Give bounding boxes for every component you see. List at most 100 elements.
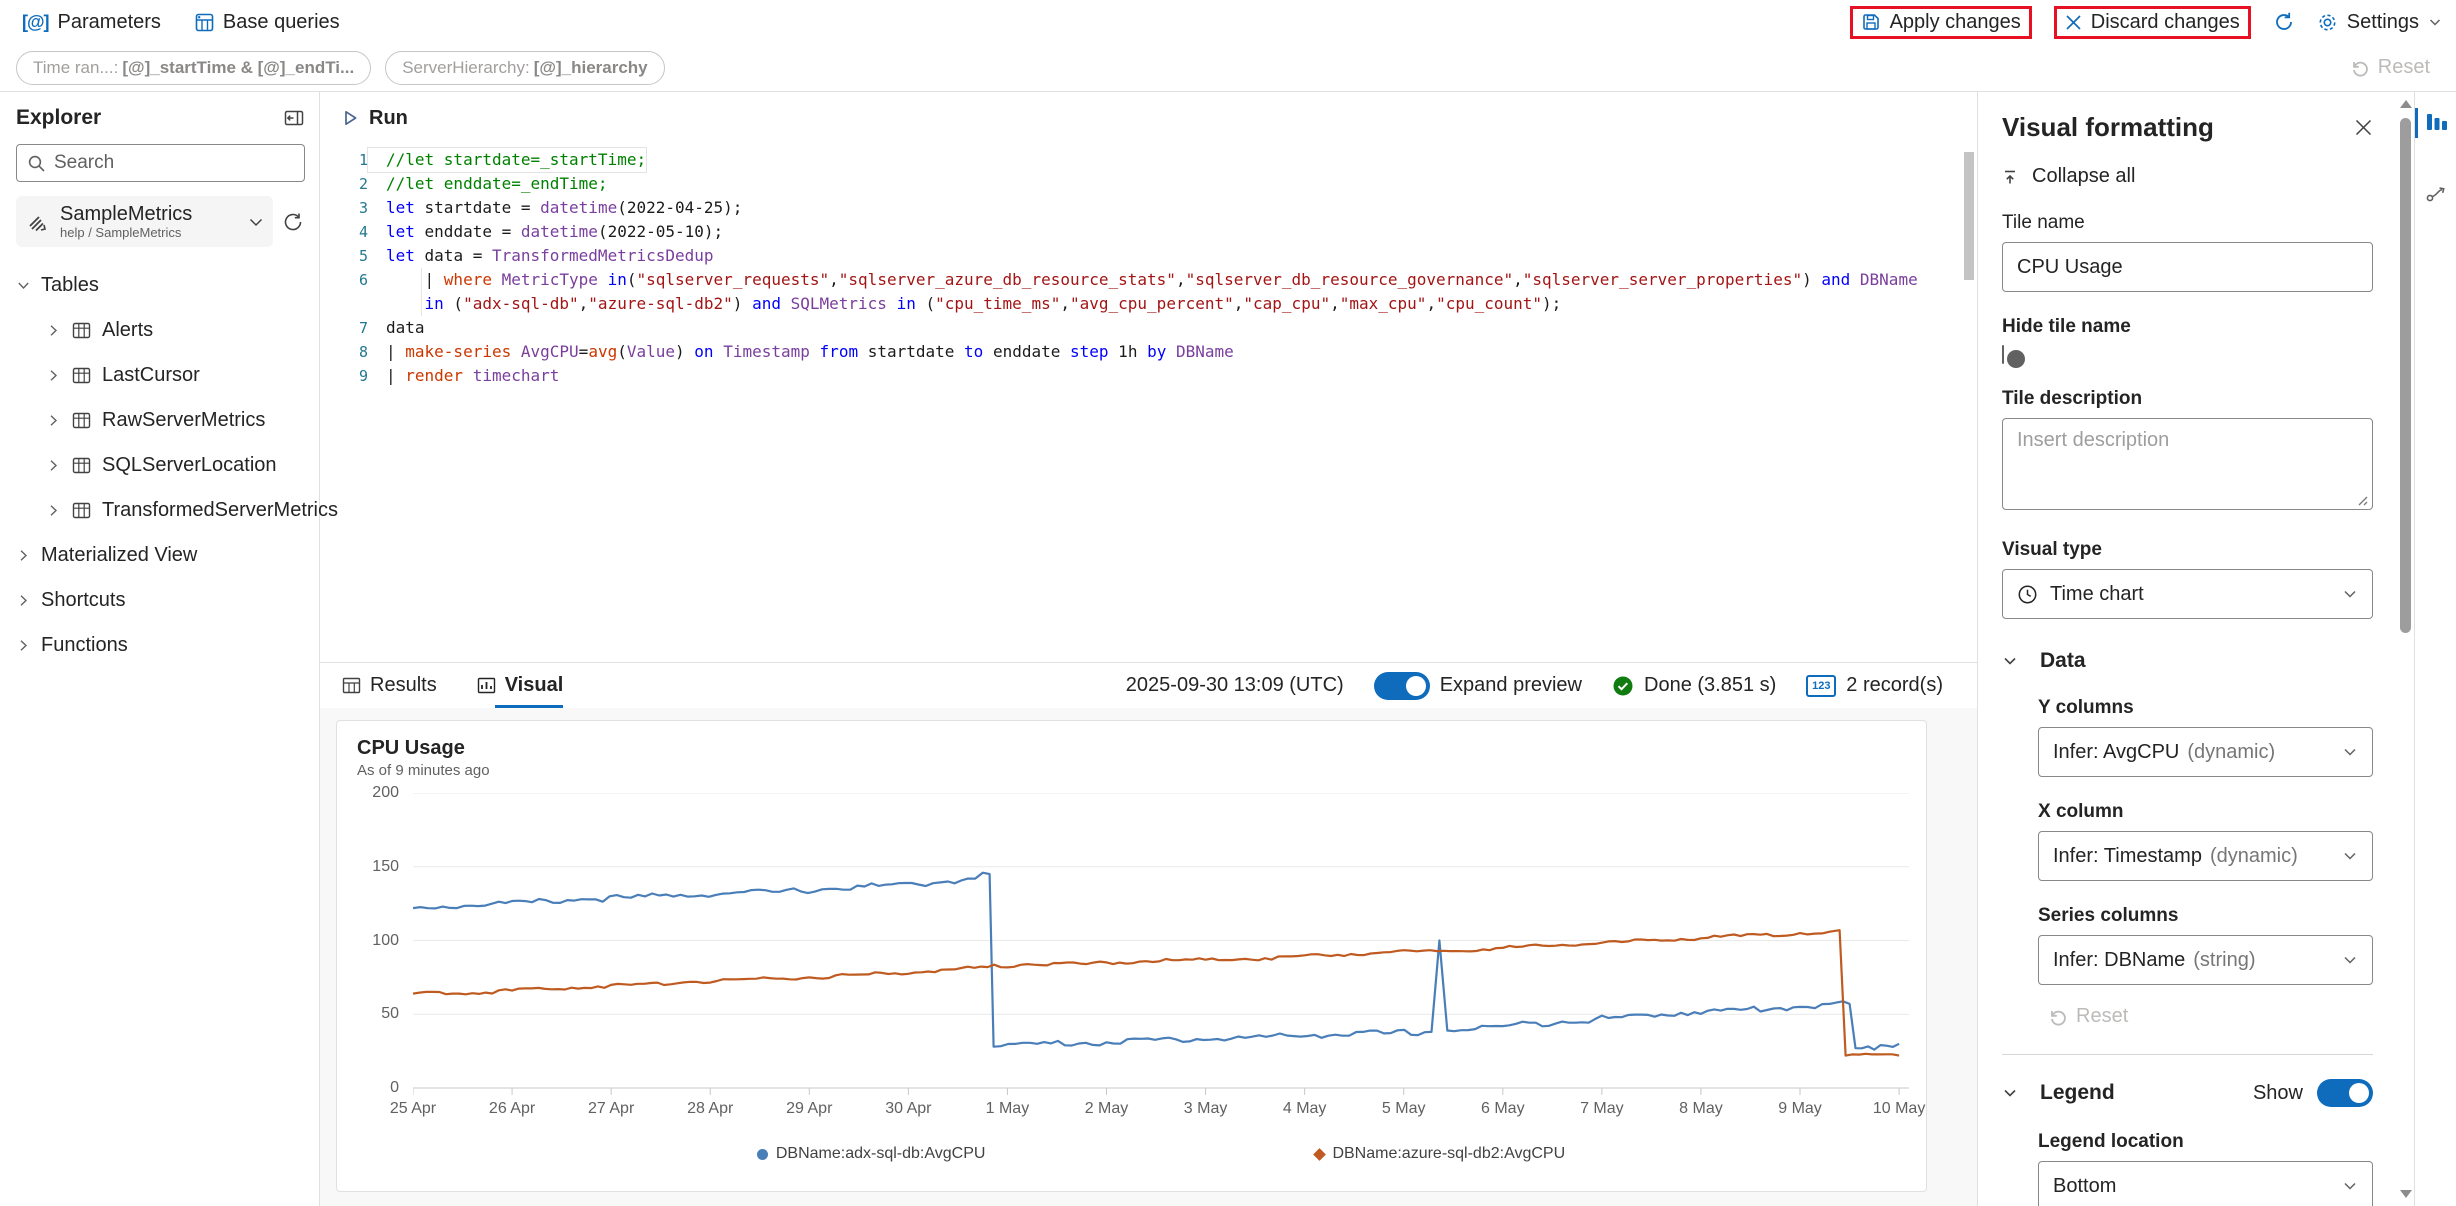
code-line[interactable]: 3 let startdate = datetime(2022-04-25);	[320, 196, 1977, 220]
chevron-right-icon[interactable]	[46, 368, 61, 383]
tree-item-alerts[interactable]: Alerts	[16, 308, 305, 353]
show-legend-toggle[interactable]	[2317, 1079, 2373, 1107]
legend-item[interactable]: DBName:adx-sql-db:AvgCPU	[756, 1145, 985, 1163]
code-line[interactable]: in ("adx-sql-db","azure-sql-db2") and SQ…	[320, 292, 1977, 316]
run-button[interactable]: Run	[340, 107, 408, 130]
results-bar: Results Visual 2025-09-30 13:09 (UTC) Ex…	[320, 662, 1977, 708]
scrollbar-thumb[interactable]	[2400, 118, 2411, 633]
tree-item-rawservermetrics[interactable]: RawServerMetrics	[16, 398, 305, 443]
series-columns-dropdown[interactable]: Infer: DBName (string)	[2038, 935, 2373, 985]
collapse-all-button[interactable]: Collapse all	[2002, 165, 2373, 188]
legend-item[interactable]: DBName:azure-sql-db2:AvgCPU	[1313, 1145, 1566, 1163]
tree-item-materialized-view[interactable]: Materialized View	[16, 533, 305, 578]
code-line[interactable]: 8 | make-series AvgCPU=avg(Value) on Time…	[320, 340, 1977, 364]
legend-section-label: Legend	[2040, 1081, 2115, 1104]
parameters-icon: [@]	[22, 11, 50, 32]
line-number: 5	[358, 247, 368, 265]
tab-results-label: Results	[370, 674, 437, 696]
apply-changes-label: Apply changes	[1889, 10, 2021, 33]
chevron-right-icon[interactable]	[46, 413, 61, 428]
right-rail	[2414, 92, 2456, 1206]
tree-item-label: TransformedServerMetrics	[102, 499, 338, 521]
scroll-down-arrow[interactable]	[2400, 1190, 2412, 1198]
interactions-rail-icon[interactable]	[2424, 180, 2450, 206]
panel-scrollbar[interactable]	[2397, 92, 2414, 1206]
reset-parameters-button[interactable]: Reset	[2350, 56, 2430, 79]
apply-changes-button[interactable]: Apply changes	[1861, 11, 2021, 34]
tree-item-lastcursor[interactable]: LastCursor	[16, 353, 305, 398]
tile-description-input[interactable]	[2002, 418, 2373, 510]
editor-scrollbar[interactable]	[1964, 152, 1974, 280]
reset-data-button[interactable]: Reset	[2048, 1005, 2373, 1028]
chevron-right-icon[interactable]	[46, 323, 61, 338]
tree-item-shortcuts[interactable]: Shortcuts	[16, 578, 305, 623]
data-section-header[interactable]: Data	[2002, 649, 2373, 673]
explorer-panel: Explorer SampleMetrics hel	[0, 92, 338, 1206]
chevron-right-icon[interactable]	[16, 638, 31, 653]
x-column-dropdown[interactable]: Infer: Timestamp (dynamic)	[2038, 831, 2373, 881]
x-axis-label: 9 May	[1778, 1100, 1822, 1117]
parameters-button[interactable]: [@] Parameters	[22, 11, 161, 34]
discard-changes-button[interactable]: Discard changes	[2065, 11, 2240, 34]
explorer-title: Explorer	[16, 106, 102, 129]
x-axis-label: 6 May	[1481, 1100, 1525, 1117]
code-line[interactable]: 5 let data = TransformedMetricsDedup	[320, 244, 1977, 268]
tree-item-label: LastCursor	[102, 364, 200, 386]
y-columns-dropdown[interactable]: Infer: AvgCPU (dynamic)	[2038, 727, 2373, 777]
x-axis-labels: 25 Apr 26 Apr 27 Apr 28 Apr 29 Apr 30 Apr 1 Ma…	[390, 1100, 1925, 1124]
tree-item-sqlserverlocation[interactable]: SQLServerLocation	[16, 443, 305, 488]
discard-changes-highlight: Discard changes	[2053, 5, 2251, 39]
tree-item-functions[interactable]: Functions	[16, 623, 305, 668]
close-panel-icon[interactable]	[2354, 118, 2373, 137]
search-input[interactable]	[54, 152, 294, 174]
code-line[interactable]: 4 let enddate = datetime(2022-05-10);	[320, 220, 1977, 244]
refresh-button[interactable]	[2273, 11, 2295, 33]
tree-item-tables[interactable]: Tables	[16, 263, 305, 308]
visual-type-dropdown[interactable]: Time chart	[2002, 569, 2373, 619]
run-label: Run	[369, 106, 408, 129]
database-selector[interactable]: SampleMetrics help / SampleMetrics	[16, 196, 273, 247]
collapse-panel-icon[interactable]	[283, 107, 305, 129]
hide-tile-name-toggle[interactable]	[2002, 345, 2025, 368]
table-icon	[71, 455, 92, 476]
tile-name-input[interactable]	[2002, 242, 2373, 292]
legend-label: DBName:azure-sql-db2:AvgCPU	[1332, 1145, 1566, 1162]
chevron-down-icon[interactable]	[16, 278, 31, 293]
tab-visual[interactable]: Visual	[477, 663, 564, 708]
parameter-pill-1[interactable]: ServerHierarchy: [@]_hierarchy	[385, 50, 665, 85]
legend-location-dropdown[interactable]: Bottom	[2038, 1161, 2373, 1206]
legend-section-header[interactable]: Legend	[2002, 1081, 2115, 1105]
parameter-pill-0[interactable]: Time ran...: [@]_startTime & [@]_endTi...	[16, 50, 372, 85]
scroll-up-arrow[interactable]	[2400, 100, 2412, 108]
code-line[interactable]: 1//let startdate=_startTime;	[320, 148, 1977, 172]
chevron-right-icon[interactable]	[46, 458, 61, 473]
line-number: 3	[358, 199, 368, 217]
query-editor[interactable]: 1//let startdate=_startTime; 2//let endda…	[320, 144, 1977, 662]
code-line[interactable]: 6 | where MetricType in("sqlserver_reque…	[320, 268, 1977, 292]
code-line[interactable]: 2//let enddate=_endTime;	[320, 172, 1977, 196]
expand-preview-toggle[interactable]	[1373, 671, 1430, 700]
x-axis-label: 2 May	[1084, 1100, 1129, 1117]
tab-results[interactable]: Results	[342, 663, 437, 708]
x-axis-label: 29 Apr	[786, 1100, 833, 1117]
refresh-database-icon[interactable]	[281, 210, 305, 234]
chevron-right-icon[interactable]	[16, 548, 31, 563]
code-line[interactable]: 7 data	[320, 316, 1977, 340]
chevron-right-icon[interactable]	[16, 593, 31, 608]
x-axis-label: 30 Apr	[885, 1100, 932, 1117]
chevron-right-icon[interactable]	[46, 503, 61, 518]
code-line[interactable]: 9 | render timechart	[320, 364, 1977, 388]
line-number: 6	[358, 271, 368, 289]
tree-item-transformedservermetrics[interactable]: TransformedServerMetrics	[16, 488, 338, 533]
visual-formatting-rail-icon[interactable]	[2424, 108, 2450, 134]
hide-tile-name-label: Hide tile name	[2002, 316, 2131, 337]
y-axis-label: 100	[372, 931, 399, 949]
base-queries-button[interactable]: Base queries	[195, 11, 340, 34]
settings-button[interactable]: Settings	[2317, 11, 2442, 34]
tab-visual-label: Visual	[504, 674, 564, 696]
query-editor-column: Run 1//let startdate=_startTime; 2//let e…	[320, 92, 1977, 1206]
section-divider	[2002, 1054, 2373, 1055]
resize-handle-icon[interactable]	[2357, 495, 2368, 506]
base-queries-label: Base queries	[222, 10, 340, 33]
